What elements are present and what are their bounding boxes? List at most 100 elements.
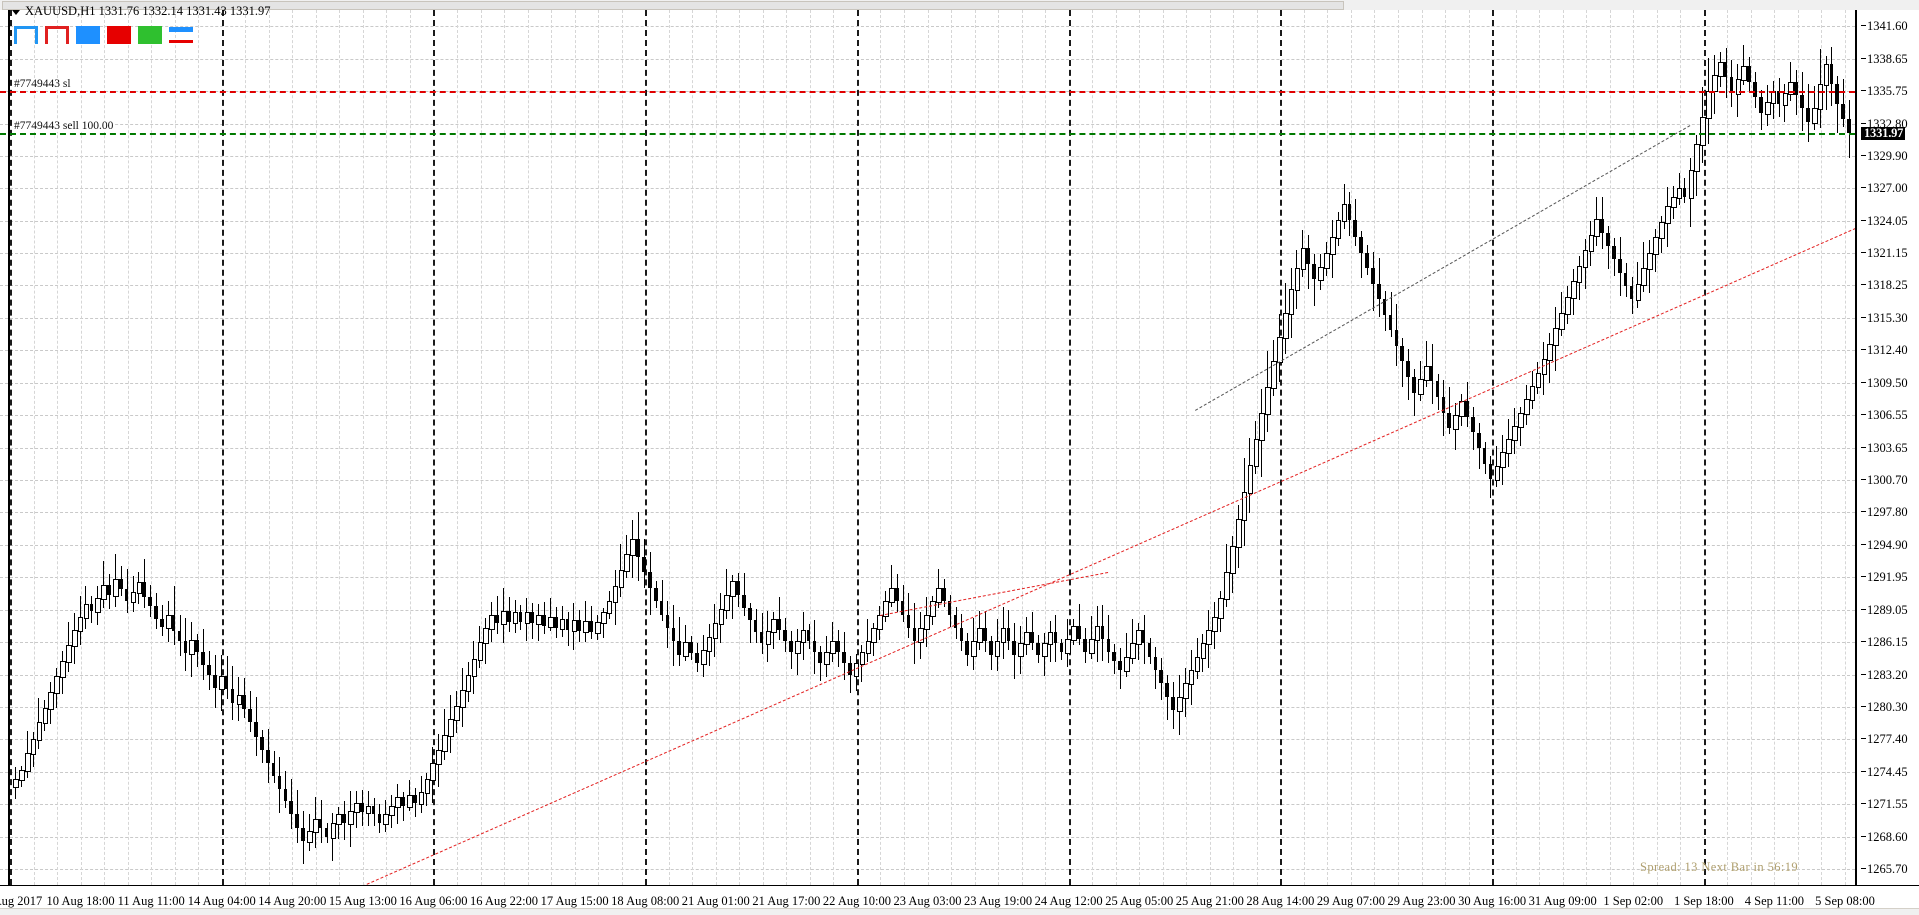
candle-body-bullish — [330, 823, 337, 839]
grid-line-vertical — [1468, 10, 1470, 885]
candle-wick — [1126, 632, 1127, 677]
candle-body-bearish — [1629, 285, 1634, 300]
candle-body-bullish — [889, 587, 895, 604]
collapse-triangle-icon[interactable] — [12, 9, 20, 15]
candle-body-bullish — [859, 652, 866, 666]
candle-body-bearish — [1429, 365, 1434, 382]
candle-body-bullish — [54, 675, 60, 695]
candle-body-bullish — [18, 770, 25, 781]
candle-body-bullish — [1529, 385, 1536, 402]
grid-line-vertical — [268, 10, 270, 885]
grid-line-vertical — [1233, 10, 1235, 885]
candle-body-bullish — [1565, 297, 1571, 315]
sell-order-line[interactable] — [0, 133, 1855, 136]
candle-body-bearish — [265, 750, 270, 764]
hollow-blue-candle-icon[interactable] — [14, 26, 38, 44]
grid-line-vertical — [1021, 10, 1023, 885]
candle-body-bullish — [1065, 639, 1072, 655]
price-axis[interactable]: 1341.60 1338.65 1335.75 1332.80 1329.90 1327.… — [1857, 10, 1919, 885]
price-tick-label: 1283.20 — [1861, 668, 1908, 681]
candle-body-bearish — [1847, 119, 1851, 134]
price-tick-mark — [1861, 252, 1866, 254]
candle-wick — [779, 596, 780, 640]
candle-body-bullish — [1541, 359, 1548, 375]
grid-line-vertical — [1562, 10, 1564, 885]
candle-body-bearish — [148, 596, 152, 606]
grid-line-vertical — [1586, 10, 1588, 885]
grid-line-vertical — [951, 10, 953, 885]
candle-body-bearish — [142, 582, 147, 597]
grid-line-vertical — [1209, 10, 1211, 885]
candle-body-bullish — [1135, 630, 1142, 646]
split-blue-red-icon[interactable] — [169, 26, 193, 44]
candle-wick — [1743, 45, 1744, 86]
grid-line-vertical — [668, 10, 670, 885]
candle-body-bearish — [665, 614, 670, 628]
candle-wick — [1608, 225, 1609, 269]
stop-loss-line[interactable] — [0, 91, 1855, 94]
grid-line-day-separator — [1703, 10, 1706, 885]
candle-body-bullish — [42, 707, 49, 725]
candle-body-bullish — [1335, 220, 1342, 240]
candle-body-bullish — [83, 603, 90, 619]
candle-body-bearish — [1059, 643, 1064, 653]
candle-body-bearish — [1729, 77, 1734, 93]
candle-body-bullish — [312, 818, 319, 834]
candle-body-bearish — [1471, 416, 1475, 433]
candle-body-bearish — [841, 652, 846, 664]
candle-body-bullish — [918, 627, 925, 644]
candle-body-bullish — [389, 805, 395, 817]
candle-body-bearish — [636, 539, 640, 557]
price-tick-mark — [1861, 381, 1866, 383]
candle-body-bullish — [1717, 61, 1724, 77]
candle-body-bullish — [712, 623, 719, 639]
price-tick-mark — [1861, 770, 1866, 772]
candle-body-bullish — [1500, 452, 1507, 468]
candle-body-bullish — [165, 614, 172, 629]
candle-body-bearish — [806, 630, 811, 642]
candle-body-bearish — [495, 614, 499, 624]
candle-body-bearish — [1841, 103, 1845, 120]
candle-body-bullish — [600, 612, 607, 625]
solid-red-candle-icon[interactable] — [107, 26, 131, 44]
candle-body-bullish — [354, 803, 360, 814]
candle-body-bullish — [1588, 234, 1595, 253]
candle-body-bullish — [1259, 412, 1266, 442]
candle-body-bullish — [1041, 643, 1048, 657]
grid-line-vertical — [1162, 10, 1164, 885]
grid-line-vertical — [551, 10, 553, 885]
candle-body-bearish — [1376, 283, 1381, 300]
grid-line-vertical — [1045, 10, 1047, 885]
price-tick-mark — [1861, 90, 1866, 92]
candle-body-bullish — [236, 694, 243, 706]
price-tick-mark — [1861, 317, 1866, 319]
chart-symbol-header: XAUUSD,H1 1331.76 1332.14 1331.43 1331.9… — [12, 4, 271, 19]
price-tick-label: 1274.45 — [1861, 765, 1908, 778]
price-tick-label: 1271.55 — [1861, 798, 1908, 810]
price-tick-mark — [1861, 57, 1866, 59]
candle-body-bullish — [771, 619, 778, 634]
candle-body-bearish — [359, 803, 364, 813]
inner-channel-line[interactable] — [1195, 125, 1691, 411]
candle-body-bearish — [289, 801, 294, 815]
candle-body-bullish — [630, 539, 636, 556]
chart-plot-area[interactable]: #7749443 sl #7749443 sell 100.00 — [0, 10, 1855, 885]
candle-body-bullish — [1341, 203, 1348, 223]
candle-body-bullish — [618, 570, 625, 588]
candle-wick — [1132, 618, 1133, 664]
price-tick-label: 1341.60 — [1861, 20, 1908, 32]
hollow-red-candle-icon[interactable] — [45, 26, 69, 44]
candle-body-bullish — [1235, 519, 1242, 548]
candle-body-bullish — [824, 652, 830, 666]
solid-green-candle-icon[interactable] — [138, 26, 162, 44]
candle-body-bullish — [683, 642, 689, 657]
candle-wick — [744, 573, 745, 616]
candle-body-bearish — [965, 641, 970, 655]
candle-body-bullish — [1706, 90, 1712, 120]
scrollbar-thumb[interactable] — [2, 1, 1344, 10]
candle-body-bearish — [983, 627, 987, 642]
solid-blue-candle-icon[interactable] — [76, 26, 100, 44]
price-tick-mark — [1861, 802, 1866, 804]
candle-body-bearish — [553, 616, 558, 628]
candle-body-bullish — [877, 614, 883, 630]
